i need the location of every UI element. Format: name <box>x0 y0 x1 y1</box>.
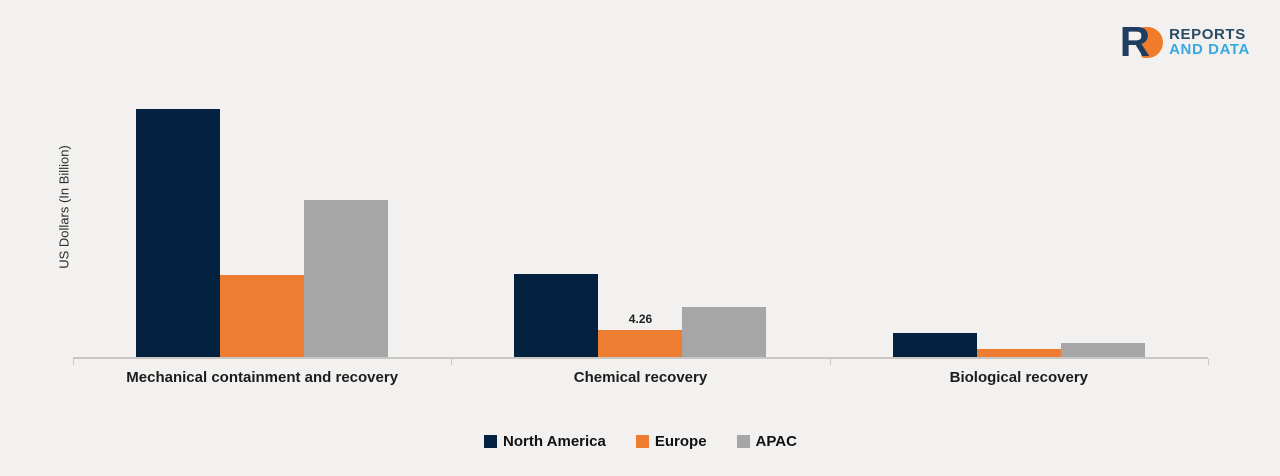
plot-area: 4.26 <box>73 78 1209 365</box>
legend-swatch-icon <box>736 435 750 448</box>
bar-europe: 4.26 <box>598 312 683 357</box>
logo-line-reports: REPORTS <box>1169 26 1246 43</box>
axis-tick <box>829 359 831 365</box>
legend-item-apac: APAC <box>736 433 797 450</box>
reports-and-data-logo: R REPORTS AND DATA <box>1119 18 1250 65</box>
bar-north-america <box>514 273 599 357</box>
legend-swatch-icon <box>484 435 498 448</box>
bar-europe <box>976 348 1061 357</box>
bar-europe <box>220 275 305 357</box>
data-label: 4.26 <box>628 312 653 326</box>
bar-north-america <box>892 332 977 357</box>
bar-group <box>73 78 451 357</box>
y-axis-label: US Dollars (In Billion) <box>56 145 72 269</box>
axis-tick <box>1208 359 1209 365</box>
logo-text: REPORTS AND DATA <box>1169 27 1250 57</box>
logo-d-icon <box>1141 26 1164 58</box>
category-label: Biological recovery <box>949 369 1089 386</box>
legend-item-europe: Europe <box>635 433 707 450</box>
category-label: Mechanical containment and recovery <box>126 369 399 386</box>
axis-tick <box>451 359 453 365</box>
legend-label: Europe <box>654 433 707 450</box>
bar-apac <box>304 199 389 357</box>
legend-item-north-america: North America <box>484 433 606 450</box>
bar-north-america <box>136 109 221 357</box>
legend-swatch-icon <box>635 435 649 448</box>
bar-group <box>830 78 1208 357</box>
bar-apac <box>1060 343 1145 357</box>
logo-r-letter: R <box>1119 18 1150 65</box>
category-axis: Mechanical containment and recovery Chemi… <box>73 369 1208 386</box>
legend: North America Europe APAC <box>73 433 1208 450</box>
axis-tick <box>73 359 74 365</box>
category-label: Chemical recovery <box>573 369 708 386</box>
legend-label: APAC <box>755 433 797 450</box>
legend-label: North America <box>503 433 606 450</box>
logo-mark: R <box>1119 18 1164 65</box>
bar-group: 4.26 <box>451 78 829 357</box>
bar-apac <box>682 306 767 357</box>
logo-line-and-data: AND DATA <box>1169 41 1250 58</box>
